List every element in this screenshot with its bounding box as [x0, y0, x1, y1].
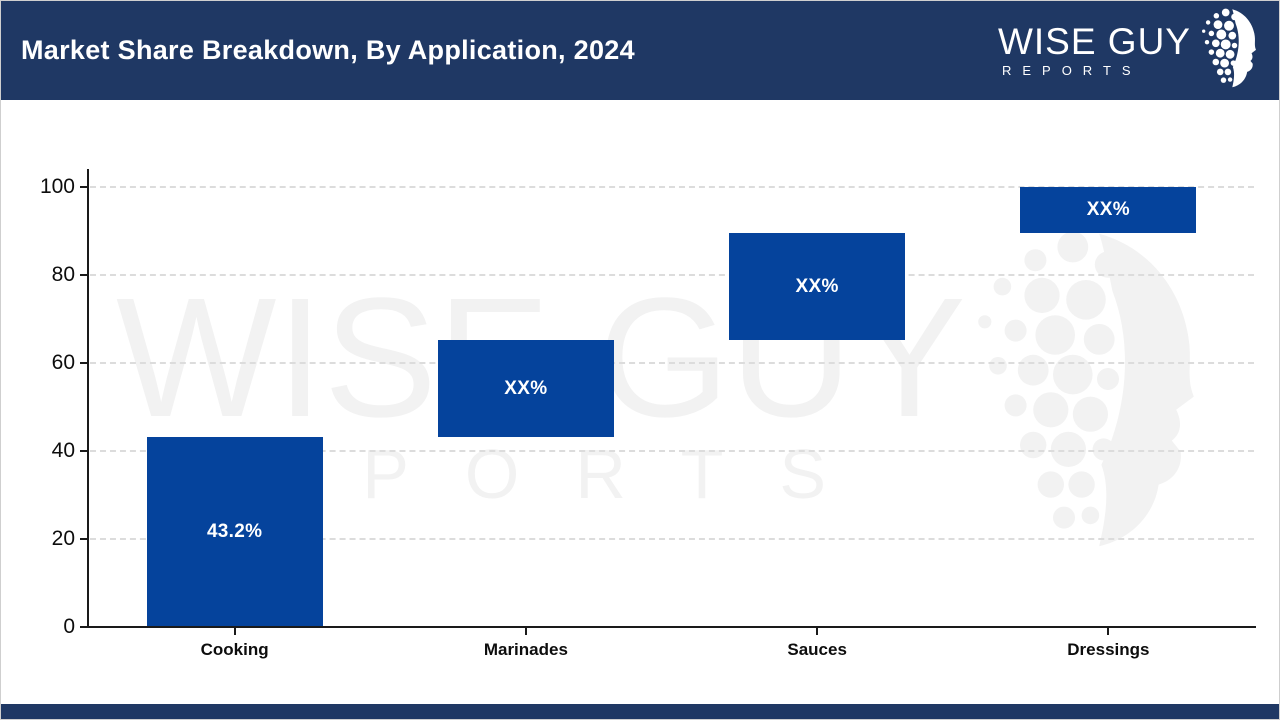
x-tick-label: Sauces — [787, 640, 847, 659]
bar-value-label: 43.2% — [206, 520, 263, 542]
y-tick-mark — [80, 274, 88, 276]
y-tick-label: 80 — [51, 263, 75, 286]
y-tick-mark — [80, 186, 88, 188]
y-axis-line — [87, 169, 89, 627]
y-tick-label: 0 — [63, 615, 75, 638]
y-tick-mark — [80, 450, 88, 452]
gridline-20 — [90, 538, 1254, 540]
chart-plot-area: 0 20 40 60 80 100 43.2% Cooking XX% Marinades XX% S… — [1, 100, 1279, 706]
y-tick-mark — [80, 362, 88, 364]
x-tick-label: Marinades — [483, 640, 568, 659]
wise-guy-head-icon — [1202, 8, 1256, 87]
bar-dressings: XX% — [1020, 187, 1197, 234]
x-tick-label: Dressings — [1067, 640, 1150, 659]
x-tick-mark — [233, 628, 236, 635]
y-tick-label: 20 — [51, 527, 75, 550]
x-tick-mark — [1107, 628, 1110, 635]
page-title: Market Share Breakdown, By Application, … — [21, 35, 635, 65]
y-tick-mark — [80, 538, 88, 540]
bar-cooking: 43.2% — [146, 436, 323, 627]
y-tick-label: 60 — [51, 351, 75, 374]
y-tick-mark — [80, 626, 88, 628]
bar-value-label: XX% — [1086, 199, 1130, 221]
brand-subname: REPORTS — [1001, 63, 1142, 78]
header-bar: Market Share Breakdown, By Application, … — [1, 1, 1279, 100]
gridline-60 — [90, 362, 1254, 364]
footer-bar — [1, 704, 1279, 719]
gridline-80 — [90, 274, 1254, 276]
x-tick-label: Cooking — [200, 640, 269, 659]
bar-marinades: XX% — [437, 340, 614, 437]
gridline-40 — [90, 450, 1254, 452]
x-tick-mark — [524, 628, 527, 635]
bar-sauces: XX% — [729, 233, 906, 341]
y-tick-label: 100 — [39, 175, 75, 198]
bar-value-label: XX% — [795, 275, 839, 297]
x-tick-mark — [816, 628, 819, 635]
watermark-head-icon — [978, 231, 1194, 547]
brand-logo: WISE GUY REPORTS — [998, 7, 1261, 95]
x-axis-line — [87, 626, 1256, 628]
brand-name: WISE GUY — [997, 21, 1191, 62]
bar-value-label: XX% — [504, 377, 548, 399]
brand-wordmark: WISE GUY REPORTS — [998, 23, 1191, 78]
gridline-100 — [90, 186, 1254, 188]
y-tick-label: 40 — [51, 439, 75, 462]
